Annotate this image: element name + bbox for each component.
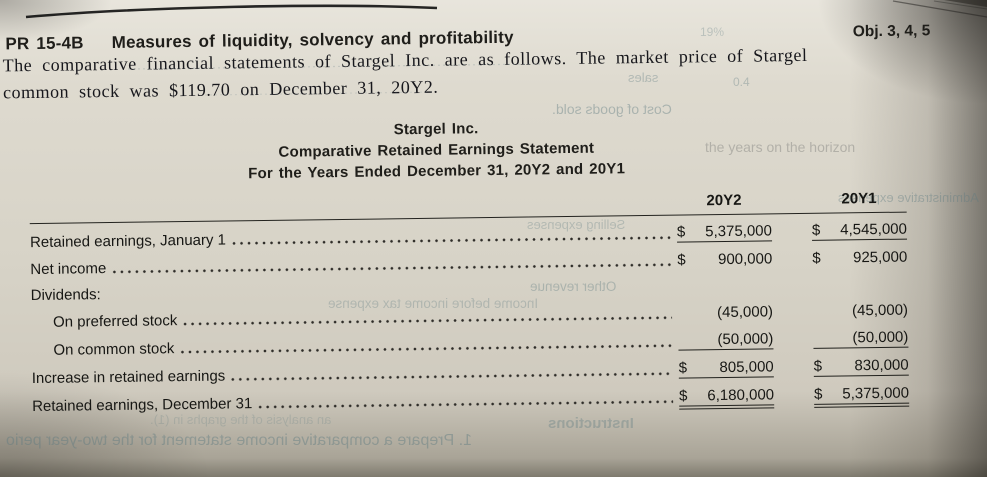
amount-20y1: (45,000) — [813, 301, 908, 320]
currency-symbol: $ — [677, 250, 686, 269]
currency-symbol: $ — [811, 221, 821, 239]
dot-leader — [183, 315, 673, 326]
amount-20y1: (50,000) — [813, 328, 909, 349]
currency-symbol: $ — [678, 386, 688, 405]
currency-symbol: $ — [813, 385, 823, 403]
amount-value: 925,000 — [852, 248, 908, 266]
amount-20y2: $805,000 — [678, 357, 774, 379]
column-header-20y2: 20Y2 — [706, 191, 742, 210]
row-label: On common stock — [53, 339, 175, 359]
amount-20y2: (50,000) — [678, 329, 774, 351]
amount-20y1: $4,545,000 — [811, 220, 908, 241]
retained-earnings-table: 20Y2 20Y1 Retained earnings, January 1 $… — [29, 189, 910, 419]
amount-value: 805,000 — [719, 357, 774, 376]
amount-20y1 — [813, 291, 908, 293]
row-label: Net income — [30, 259, 107, 278]
amount-20y2: $900,000 — [677, 250, 772, 269]
amount-20y1: $830,000 — [813, 356, 909, 377]
amount-value: 5,375,000 — [842, 384, 910, 402]
dot-leader — [258, 399, 674, 409]
amount-value: 830,000 — [854, 356, 909, 374]
dot-leader — [107, 288, 672, 299]
intro-paragraph: The comparative financial statements of … — [3, 40, 949, 106]
dot-leader — [180, 343, 673, 354]
row-label: On preferred stock — [52, 311, 178, 331]
currency-symbol: $ — [678, 358, 688, 377]
amount-20y2: $5,375,000 — [676, 221, 773, 243]
dot-leader — [231, 235, 672, 245]
amount-value: 4,545,000 — [840, 220, 908, 238]
amount-value: 6,180,000 — [707, 385, 775, 404]
row-label: Retained earnings, January 1 — [29, 231, 227, 251]
amount-value: (50,000) — [852, 328, 909, 346]
dot-leader — [112, 262, 672, 274]
objectives-label: Obj. 3, 4, 5 — [852, 22, 931, 41]
currency-symbol: $ — [676, 222, 686, 241]
amount-value: (45,000) — [851, 301, 909, 319]
amount-20y2: $6,180,000 — [678, 385, 775, 407]
currency-symbol: $ — [813, 357, 823, 375]
statement-heading: Stargel Inc. Comparative Retained Earnin… — [28, 113, 844, 187]
row-label: Increase in retained earnings — [31, 367, 226, 387]
amount-value: 900,000 — [717, 249, 773, 268]
column-header-20y1: 20Y1 — [841, 189, 877, 208]
amount-value: (45,000) — [716, 302, 774, 321]
amount-20y2 — [678, 293, 773, 295]
amount-20y2: (45,000) — [678, 303, 773, 322]
amount-20y1: $925,000 — [812, 248, 907, 267]
amount-20y1: $5,375,000 — [813, 384, 910, 405]
amount-value: (50,000) — [717, 329, 774, 348]
amount-value: 5,375,000 — [705, 221, 773, 240]
row-label: Dividends: — [30, 285, 101, 304]
row-label: Retained earnings, December 31 — [32, 394, 253, 415]
header-spacer — [30, 210, 677, 218]
currency-symbol: $ — [812, 249, 821, 267]
dot-leader — [231, 371, 673, 381]
table-body: Retained earnings, January 1 $5,375,000 … — [29, 216, 910, 419]
